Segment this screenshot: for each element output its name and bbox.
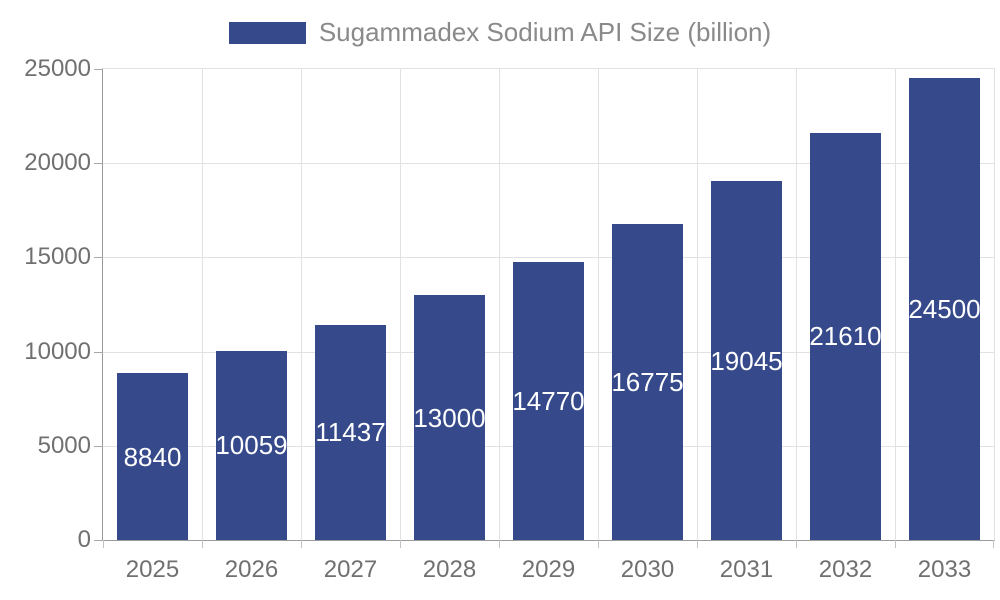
vertical-gridline xyxy=(697,69,698,540)
vertical-gridline xyxy=(796,69,797,540)
bar-value-label: 14770 xyxy=(512,385,585,416)
bar-2026[interactable]: 10059 xyxy=(215,350,288,540)
bar-value-label: 21610 xyxy=(809,321,882,352)
x-axis-tick-label: 2031 xyxy=(719,556,774,583)
bar-value-label: 8840 xyxy=(123,441,182,472)
x-axis-tick-label: 2027 xyxy=(323,556,378,583)
y-axis-tick-label: 10000 xyxy=(24,337,91,365)
x-axis-tick xyxy=(400,540,401,548)
bar-value-label: 11437 xyxy=(315,417,386,448)
vertical-gridline xyxy=(301,69,302,540)
x-axis-tick xyxy=(202,540,203,548)
bar-value-label: 10059 xyxy=(215,430,288,461)
legend-series-label: Sugammadex Sodium API Size (billion) xyxy=(318,17,772,47)
bar-value-label: 19045 xyxy=(710,345,783,376)
vertical-gridline xyxy=(895,69,896,540)
x-axis-tick xyxy=(697,540,698,548)
x-axis-tick xyxy=(796,540,797,548)
x-axis-tick xyxy=(895,540,896,548)
legend-swatch-icon xyxy=(228,21,306,44)
vertical-gridline xyxy=(400,69,401,540)
vertical-gridline xyxy=(598,69,599,540)
bar-2028[interactable]: 13000 xyxy=(413,295,486,540)
bar-value-label: 16775 xyxy=(611,366,684,397)
x-axis-tick-label: 2025 xyxy=(125,556,180,583)
bar-2027[interactable]: 11437 xyxy=(315,324,386,540)
bar-2030[interactable]: 16775 xyxy=(611,223,684,540)
y-axis-tick-label: 5000 xyxy=(37,431,91,459)
y-axis-tick xyxy=(94,257,103,259)
bar-value-label: 24500 xyxy=(908,294,981,325)
y-axis-tick xyxy=(94,69,103,70)
plot-area: 0 5000 10000 15000 20000 25000 2025 8840 2026 100… xyxy=(24,57,995,583)
x-axis-tick-label: 2033 xyxy=(917,556,972,583)
bar-value-label: 13000 xyxy=(413,402,486,433)
x-axis-tick xyxy=(993,540,994,548)
x-axis-tick xyxy=(598,540,599,548)
legend[interactable]: Sugammadex Sodium API Size (billion) xyxy=(0,17,1000,48)
x-axis-tick-label: 2029 xyxy=(521,556,576,583)
y-axis-tick xyxy=(94,351,103,353)
y-axis-tick-label: 20000 xyxy=(24,149,91,177)
bar-2033[interactable]: 24500 xyxy=(908,78,981,540)
vertical-gridline xyxy=(202,69,203,540)
x-axis-tick-label: 2028 xyxy=(422,556,477,583)
y-axis-tick xyxy=(94,540,103,541)
bar-2031[interactable]: 19045 xyxy=(710,181,783,540)
horizontal-gridline xyxy=(103,163,994,165)
y-axis-tick-label: 15000 xyxy=(24,243,91,271)
y-axis-tick-label: 25000 xyxy=(24,55,91,82)
y-axis-tick xyxy=(94,163,103,165)
bar-2032[interactable]: 21610 xyxy=(809,132,882,540)
x-axis-tick-label: 2030 xyxy=(620,556,675,583)
x-axis-tick xyxy=(499,540,500,548)
x-axis-tick xyxy=(301,540,302,548)
bar-2025[interactable]: 8840 xyxy=(117,373,188,540)
bar-2029[interactable]: 14770 xyxy=(512,261,585,540)
x-axis-tick-label: 2026 xyxy=(224,556,279,583)
y-axis-tick xyxy=(94,445,103,447)
vertical-gridline xyxy=(499,69,500,540)
y-axis-tick-label: 0 xyxy=(77,526,91,553)
horizontal-gridline xyxy=(103,257,994,259)
x-axis-tick-label: 2032 xyxy=(818,556,873,583)
x-axis-tick xyxy=(103,540,104,548)
